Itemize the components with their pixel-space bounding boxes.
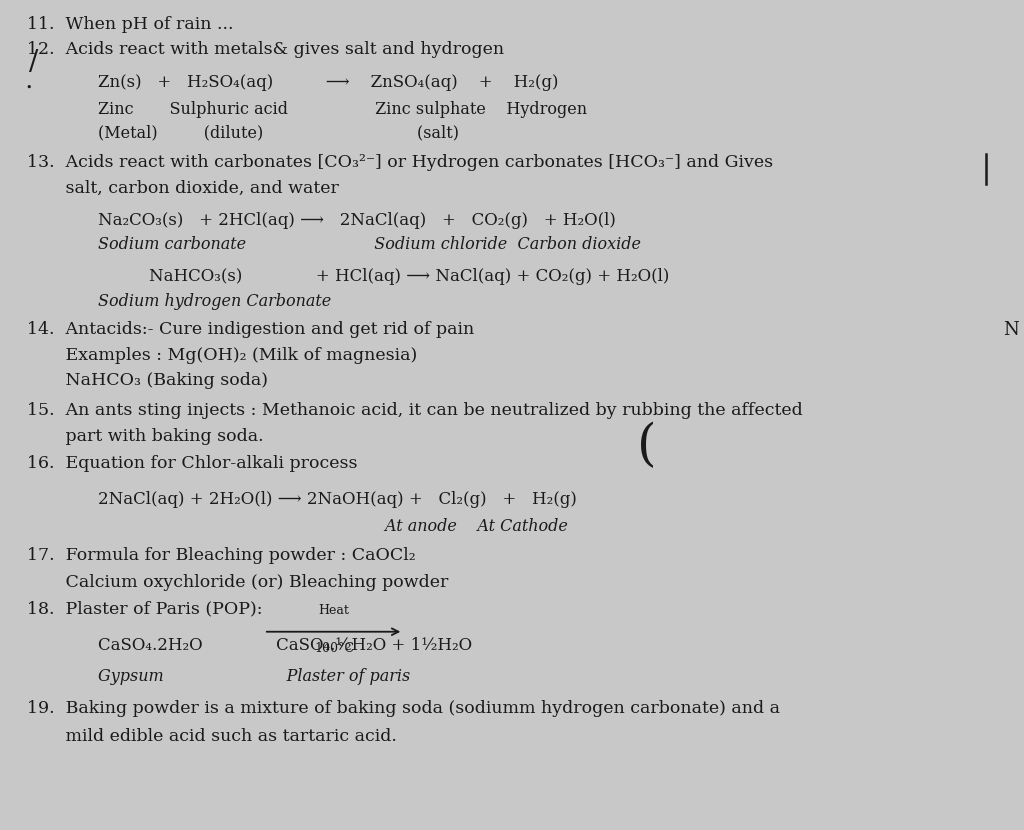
Text: Zn(s)   +   H₂SO₄(aq)          ⟶    ZnSO₄(aq)    +    H₂(g): Zn(s) + H₂SO₄(aq) ⟶ ZnSO₄(aq) + H₂(g) [98,74,558,91]
Text: 18.  Plaster of Paris (POP):: 18. Plaster of Paris (POP): [27,600,262,618]
Text: Gypsum                        Plaster of paris: Gypsum Plaster of paris [98,668,411,685]
Text: NaHCO₃(s)              + HCl(aq) ⟶ NaCl(aq) + CO₂(g) + H₂O(l): NaHCO₃(s) + HCl(aq) ⟶ NaCl(aq) + CO₂(g) … [148,268,670,285]
Text: Sodium carbonate                         Sodium chloride  Carbon dioxide: Sodium carbonate Sodium chloride Carbon … [98,237,641,253]
Text: (: ( [637,422,656,471]
Text: salt, carbon dioxide, and water: salt, carbon dioxide, and water [27,180,339,197]
Text: part with baking soda.: part with baking soda. [27,428,263,445]
Text: 100°C: 100°C [314,642,354,655]
Text: 17.  Formula for Bleaching powder : CaOCl₂: 17. Formula for Bleaching powder : CaOCl… [27,547,416,564]
Text: Calcium oxychloride (or) Bleaching powder: Calcium oxychloride (or) Bleaching powde… [27,574,449,591]
Text: Heat: Heat [318,604,349,617]
Text: NaHCO₃ (Baking soda): NaHCO₃ (Baking soda) [27,372,268,389]
Text: 14.  Antacids:- Cure indigestion and get rid of pain: 14. Antacids:- Cure indigestion and get … [27,320,474,338]
Text: /: / [30,49,39,76]
Text: 12.  Acids react with metals& gives salt and hydrogen: 12. Acids react with metals& gives salt … [27,42,504,58]
Text: Zinc       Sulphuric acid                 Zinc sulphate    Hydrogen: Zinc Sulphuric acid Zinc sulphate Hydrog… [98,101,587,119]
Text: •: • [26,82,32,92]
Text: 2NaCl(aq) + 2H₂O(l) ⟶ 2NaOH(aq) +   Cl₂(g)   +   H₂(g): 2NaCl(aq) + 2H₂O(l) ⟶ 2NaOH(aq) + Cl₂(g)… [98,491,577,508]
Text: Na₂CO₃(s)   + 2HCl(aq) ⟶   2NaCl(aq)   +   CO₂(g)   + H₂O(l): Na₂CO₃(s) + 2HCl(aq) ⟶ 2NaCl(aq) + CO₂(g… [98,212,615,229]
Text: Examples : Mg(OH)₂ (Milk of magnesia): Examples : Mg(OH)₂ (Milk of magnesia) [27,347,417,364]
Text: 19.  Baking powder is a mixture of baking soda (sodiumm hydrogen carbonate) and : 19. Baking powder is a mixture of baking… [27,701,780,717]
Text: 13.  Acids react with carbonates [CO₃²⁻] or Hydrogen carbonates [HCO₃⁻] and Give: 13. Acids react with carbonates [CO₃²⁻] … [27,154,773,171]
Text: N: N [1004,320,1019,339]
Text: At anode    At Cathode: At anode At Cathode [98,518,568,535]
Text: 16.  Equation for Chlor-alkali process: 16. Equation for Chlor-alkali process [27,455,357,471]
Text: (Metal)         (dilute)                              (salt): (Metal) (dilute) (salt) [98,124,459,142]
Text: mild edible acid such as tartaric acid.: mild edible acid such as tartaric acid. [27,728,396,745]
Text: 11.  When pH of rain ...: 11. When pH of rain ... [27,17,233,33]
Text: 15.  An ants sting injects : Methanoic acid, it can be neutralized by rubbing th: 15. An ants sting injects : Methanoic ac… [27,402,803,419]
Text: Sodium hydrogen Carbonate: Sodium hydrogen Carbonate [98,292,332,310]
Text: CaSO₄.2H₂O              CaSO₄.½H₂O + 1½H₂O: CaSO₄.2H₂O CaSO₄.½H₂O + 1½H₂O [98,637,472,654]
